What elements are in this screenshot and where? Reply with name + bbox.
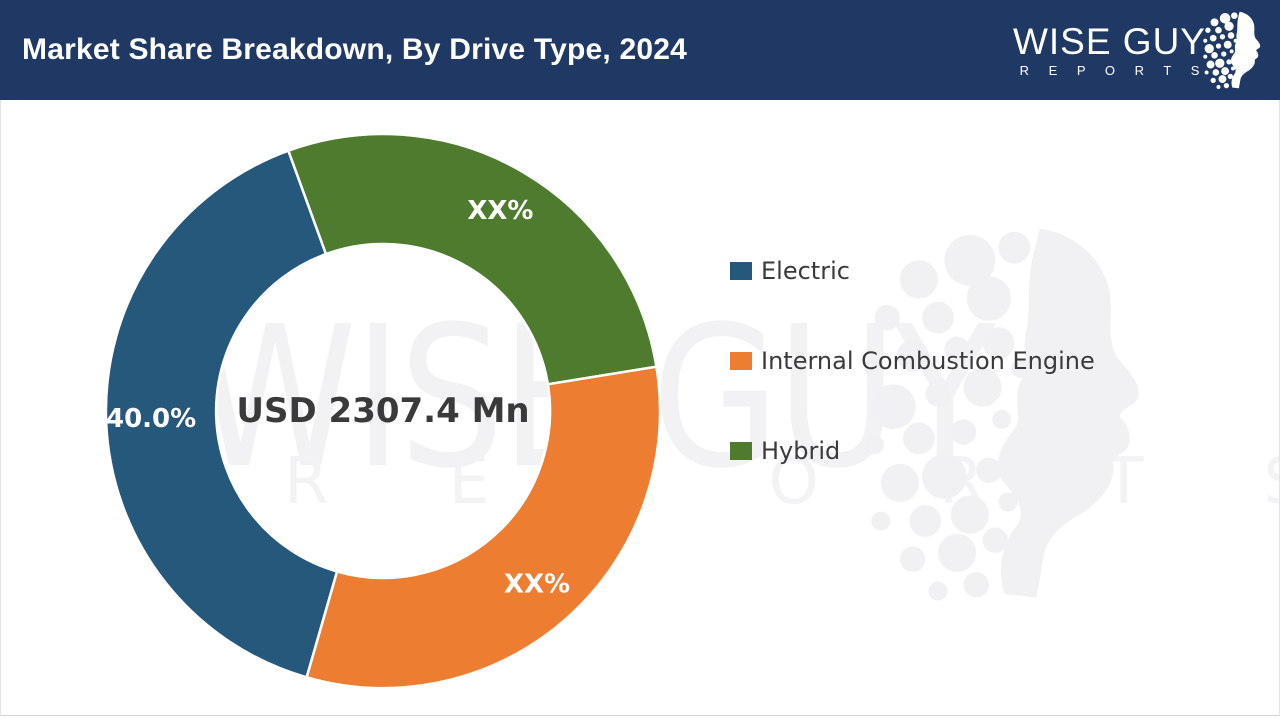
legend-item-electric: Electric [730, 250, 1095, 292]
donut-center-value: USD 2307.4 Mn [236, 391, 530, 431]
legend-swatch-hybrid [730, 442, 752, 460]
chart-area: WISE GUY R E P O R T S XX% XX% 40.0% USD 2… [0, 100, 1280, 716]
slice-label-electric: 40.0% [106, 404, 196, 434]
chart-legend: Electric Internal Combustion Engine Hybr… [730, 250, 1095, 520]
legend-label-internal-combustion-engine: Internal Combustion Engine [761, 347, 1095, 375]
slice-label-internal-combustion-engine: XX% [504, 570, 570, 600]
legend-item-hybrid: Hybrid [730, 430, 1095, 472]
brand-logo: WISE GUY R E P O R T S [1013, 10, 1266, 90]
brand-logo-text: WISE GUY R E P O R T S [1013, 23, 1206, 77]
legend-label-hybrid: Hybrid [761, 437, 841, 465]
brand-subtitle: R E P O R T S [1019, 63, 1208, 78]
page-title: Market Share Breakdown, By Drive Type, 2… [22, 33, 687, 66]
brand-name: WISE GUY [1012, 21, 1206, 62]
slice-hybrid [287, 132, 658, 386]
legend-swatch-internal-combustion-engine [730, 352, 752, 370]
header-bar: Market Share Breakdown, By Drive Type, 2… [0, 0, 1280, 100]
slice-internal-combustion-engine [305, 365, 662, 690]
brand-face-icon [1200, 10, 1266, 90]
slice-electric [104, 149, 339, 679]
slice-label-hybrid: XX% [467, 196, 533, 226]
legend-swatch-electric [730, 262, 752, 280]
legend-item-internal-combustion-engine: Internal Combustion Engine [730, 340, 1095, 382]
legend-label-electric: Electric [761, 257, 850, 285]
donut-chart: XX% XX% 40.0% [104, 132, 662, 690]
